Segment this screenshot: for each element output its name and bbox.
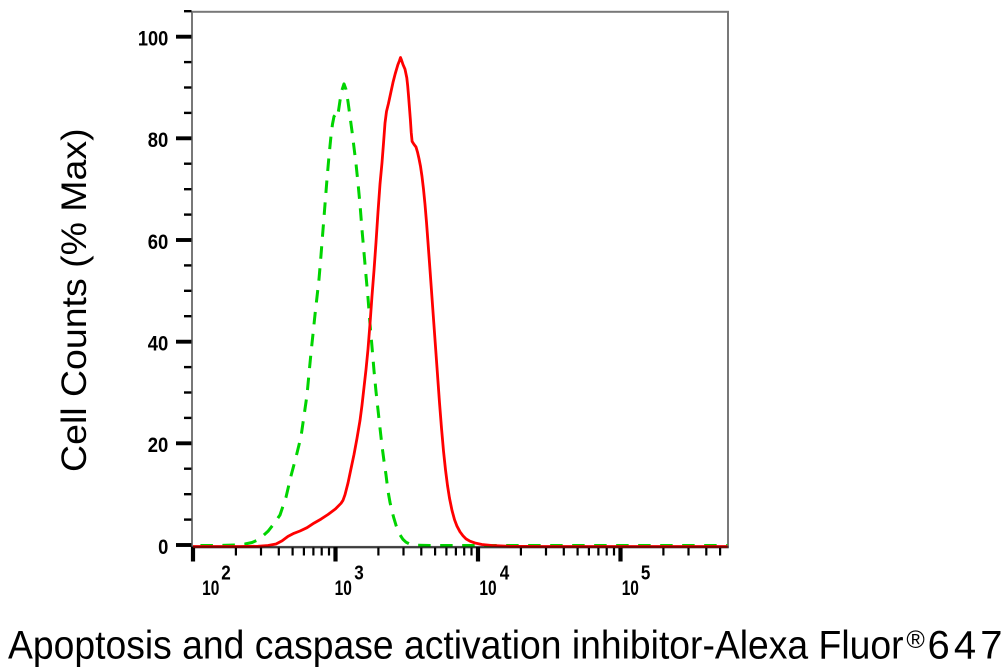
svg-text:60: 60 — [148, 231, 169, 254]
svg-text:2: 2 — [221, 563, 231, 585]
svg-text:Apoptosis and caspase activati: Apoptosis and caspase activation inhibit… — [8, 624, 904, 668]
svg-text:10: 10 — [202, 576, 219, 600]
svg-text:10: 10 — [622, 576, 639, 600]
svg-text:40: 40 — [148, 333, 169, 356]
svg-text:®: ® — [906, 626, 925, 654]
svg-text:3: 3 — [354, 563, 364, 585]
svg-text:5: 5 — [641, 563, 651, 585]
svg-text:10: 10 — [479, 576, 496, 600]
svg-text:80: 80 — [148, 129, 169, 152]
svg-text:20: 20 — [148, 434, 169, 457]
svg-text:647: 647 — [928, 624, 1003, 668]
svg-text:Cell Counts (% Max): Cell Counts (% Max) — [55, 128, 94, 472]
svg-text:0: 0 — [158, 536, 168, 559]
svg-text:10: 10 — [335, 576, 352, 600]
svg-text:100: 100 — [138, 28, 168, 51]
svg-text:4: 4 — [500, 563, 510, 585]
